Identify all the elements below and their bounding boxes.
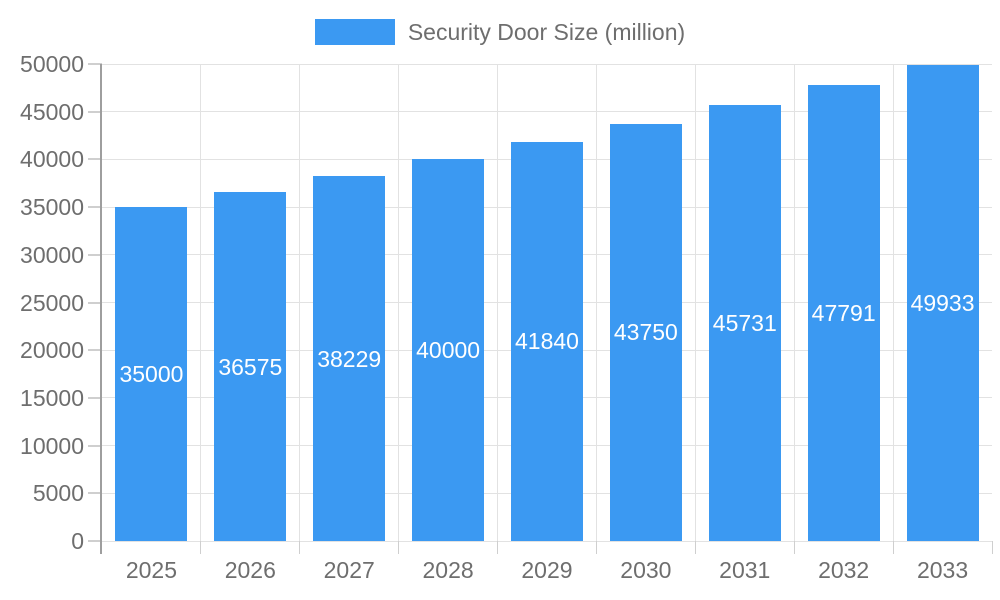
y-gridline [102, 111, 992, 113]
bar-2030[interactable] [609, 123, 682, 541]
y-axis-label: 45000 [20, 98, 84, 125]
y-axis-label: 15000 [20, 384, 84, 411]
bar-value-label: 40000 [416, 337, 481, 364]
bar-value-label: 49933 [910, 289, 975, 316]
y-gridline [102, 63, 992, 65]
legend-label: Security Door Size (million) [407, 19, 686, 45]
bar-2027[interactable] [313, 176, 386, 541]
x-gridline [793, 64, 795, 541]
y-axis-tick [88, 253, 102, 256]
y-gridline [102, 540, 992, 542]
y-axis-tick [88, 444, 102, 447]
legend-swatch [314, 19, 395, 45]
x-axis-tick [793, 541, 795, 554]
legend[interactable]: Security Door Size (million) [0, 19, 1000, 45]
bar-value-label: 38229 [317, 345, 382, 372]
y-axis-tick [88, 63, 102, 65]
x-gridline [892, 64, 894, 541]
y-axis-tick [88, 110, 102, 113]
y-axis-label: 0 [71, 528, 84, 554]
x-gridline [398, 64, 400, 541]
bar-2029[interactable] [511, 141, 583, 541]
x-axis-tick [398, 541, 400, 554]
x-axis-tick [991, 541, 993, 554]
x-axis-label: 2025 [125, 557, 178, 583]
x-axis-label: 2029 [521, 557, 573, 583]
y-axis-tick [88, 158, 102, 161]
bar-value-label: 43750 [613, 319, 678, 346]
bar-value-label: 41840 [515, 328, 579, 355]
y-axis-label: 10000 [20, 432, 84, 459]
bar-value-label: 45731 [712, 309, 777, 336]
x-gridline [299, 64, 301, 541]
y-axis-label: 5000 [32, 480, 84, 507]
y-axis-line [100, 64, 102, 554]
x-gridline [595, 64, 597, 541]
bar-2032[interactable] [807, 85, 880, 541]
y-axis-tick [88, 301, 102, 304]
y-axis-tick [88, 396, 102, 399]
x-axis-label: 2030 [620, 557, 672, 583]
x-gridline [497, 64, 499, 541]
bar-value-label: 36575 [218, 353, 283, 380]
x-axis-label: 2027 [323, 557, 375, 583]
y-axis-tick [88, 349, 102, 352]
x-axis-label: 2026 [224, 557, 276, 583]
y-axis-label: 50000 [20, 51, 84, 77]
bar-2028[interactable] [412, 159, 485, 541]
x-axis-tick [694, 541, 696, 554]
y-axis-label: 40000 [20, 146, 84, 173]
x-axis-tick [299, 541, 301, 554]
x-axis-tick [497, 541, 499, 554]
bar-2025[interactable] [115, 207, 188, 541]
y-axis-label: 20000 [20, 337, 84, 364]
y-axis-tick [88, 540, 102, 542]
y-axis-label: 35000 [20, 194, 84, 221]
x-gridline [694, 64, 696, 541]
x-axis-label: 2031 [719, 557, 771, 583]
y-axis-tick [88, 492, 102, 495]
x-axis-tick [892, 541, 894, 554]
bar-value-label: 47791 [811, 300, 876, 327]
bar-2033[interactable] [906, 64, 979, 541]
y-axis-label: 25000 [20, 289, 84, 316]
bar-value-label: 35000 [119, 361, 184, 388]
x-axis-label: 2033 [916, 557, 969, 583]
x-gridline [200, 64, 202, 541]
x-axis-label: 2028 [422, 557, 474, 583]
y-axis-tick [88, 206, 102, 209]
x-axis-label: 2032 [818, 557, 870, 583]
bar-2026[interactable] [214, 192, 287, 541]
x-axis-tick [595, 541, 597, 554]
bar-2031[interactable] [708, 104, 781, 541]
x-axis-tick [200, 541, 202, 554]
y-axis-label: 30000 [20, 241, 84, 268]
